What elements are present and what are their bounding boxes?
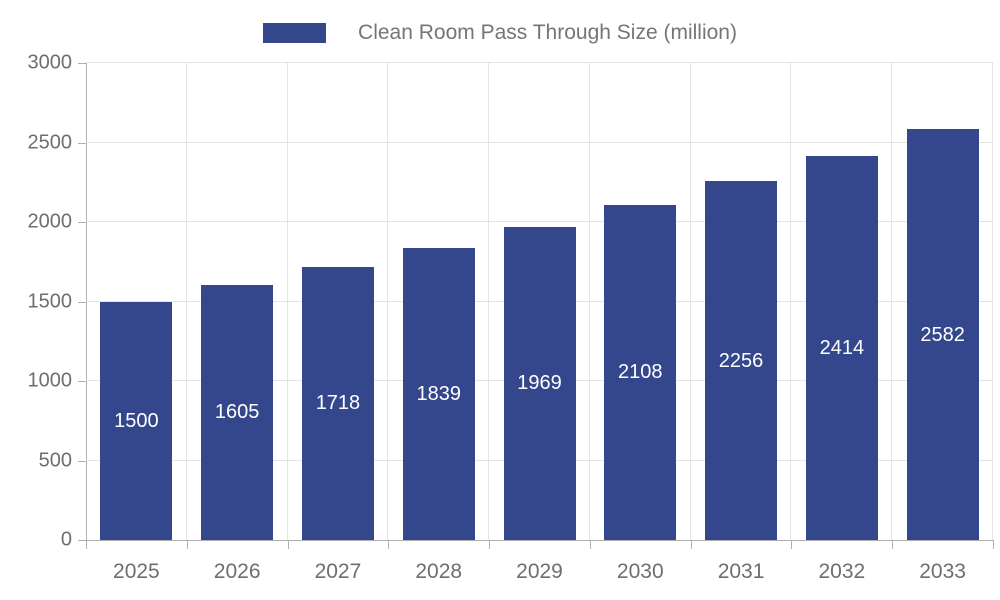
y-axis-line	[86, 63, 87, 540]
bar-2028[interactable]: 1839	[402, 247, 475, 540]
gridline-h-2000	[86, 221, 993, 223]
bar-2027[interactable]: 1718	[301, 266, 374, 540]
bar-value-label-2031: 2256	[718, 349, 764, 372]
bar-value-label-2029: 1969	[517, 372, 562, 395]
x-tick-2	[287, 541, 289, 549]
y-tick-label-1500: 1500	[27, 290, 73, 312]
bar-value-label-2026: 1605	[214, 401, 260, 424]
x-tick-label-2031: 2031	[717, 560, 765, 583]
gridline-v-5	[588, 63, 590, 540]
y-tick-1500	[78, 301, 86, 303]
bar-value-label-2033: 2582	[920, 323, 965, 346]
x-tick-label-2033: 2033	[919, 560, 966, 583]
gridline-v-7	[790, 63, 792, 540]
x-axis-line	[86, 540, 994, 541]
x-tick-label-2028: 2028	[415, 560, 463, 583]
bar-value-label-2027: 1718	[315, 392, 361, 415]
gridline-v-6	[689, 63, 691, 540]
x-tick-8	[892, 541, 894, 549]
x-tick-1	[186, 541, 188, 549]
x-tick-7	[791, 541, 793, 549]
x-tick-9	[993, 541, 994, 549]
legend-label: Clean Room Pass Through Size (million)	[358, 21, 737, 44]
y-tick-label-2000: 2000	[27, 210, 73, 233]
bar-value-label-2030: 2108	[618, 361, 663, 384]
bar-2029[interactable]: 1969	[503, 226, 576, 540]
y-tick-3000	[78, 63, 86, 64]
y-tick-2000	[78, 222, 86, 223]
x-tick-4	[489, 541, 491, 549]
y-tick-1000	[78, 381, 86, 382]
x-tick-label-2032: 2032	[818, 560, 866, 583]
x-tick-label-2029: 2029	[516, 560, 563, 583]
y-tick-label-0: 0	[60, 528, 72, 551]
gridline-h-2500	[86, 141, 993, 143]
gridline-v-3	[387, 63, 389, 540]
bar-2032[interactable]: 2414	[805, 156, 878, 540]
gridline-v-8	[891, 63, 893, 540]
bar-value-label-2032: 2414	[819, 337, 865, 360]
x-tick-label-2026: 2026	[213, 560, 261, 583]
gridline-v-1	[185, 63, 187, 540]
bar-value-label-2028: 1839	[416, 382, 461, 405]
x-tick-label-2027: 2027	[314, 560, 362, 583]
bar-2033[interactable]: 2582	[906, 129, 979, 540]
x-tick-label-2025: 2025	[113, 560, 160, 583]
y-tick-label-500: 500	[38, 449, 72, 471]
bar-2031[interactable]: 2256	[705, 181, 778, 540]
legend[interactable]: Clean Room Pass Through Size (million)	[0, 14, 1000, 52]
legend-swatch	[263, 23, 327, 43]
y-tick-label-1000: 1000	[27, 369, 73, 392]
bar-value-label-2025: 1500	[114, 409, 159, 432]
x-tick-6	[690, 541, 692, 549]
x-tick-3	[388, 541, 390, 549]
y-tick-0	[78, 540, 86, 541]
y-tick-label-2500: 2500	[27, 131, 73, 153]
bar-2025[interactable]: 1500	[100, 301, 173, 540]
gridline-h-3000	[86, 62, 993, 63]
plot-area: 1500 1605 1718 1839 1969 2108 2256 2414 2582	[86, 62, 993, 540]
gridline-v-2	[286, 63, 288, 540]
x-tick-0	[86, 541, 87, 549]
x-tick-5	[589, 541, 591, 549]
bar-2026[interactable]: 1605	[201, 284, 274, 540]
y-tick-500	[78, 460, 86, 462]
y-tick-label-3000: 3000	[27, 51, 73, 74]
x-tick-label-2030: 2030	[616, 560, 664, 583]
gridline-v-9	[992, 63, 993, 540]
bar-2030[interactable]: 2108	[604, 204, 677, 540]
y-tick-2500	[78, 142, 86, 144]
gridline-v-4	[488, 63, 490, 540]
